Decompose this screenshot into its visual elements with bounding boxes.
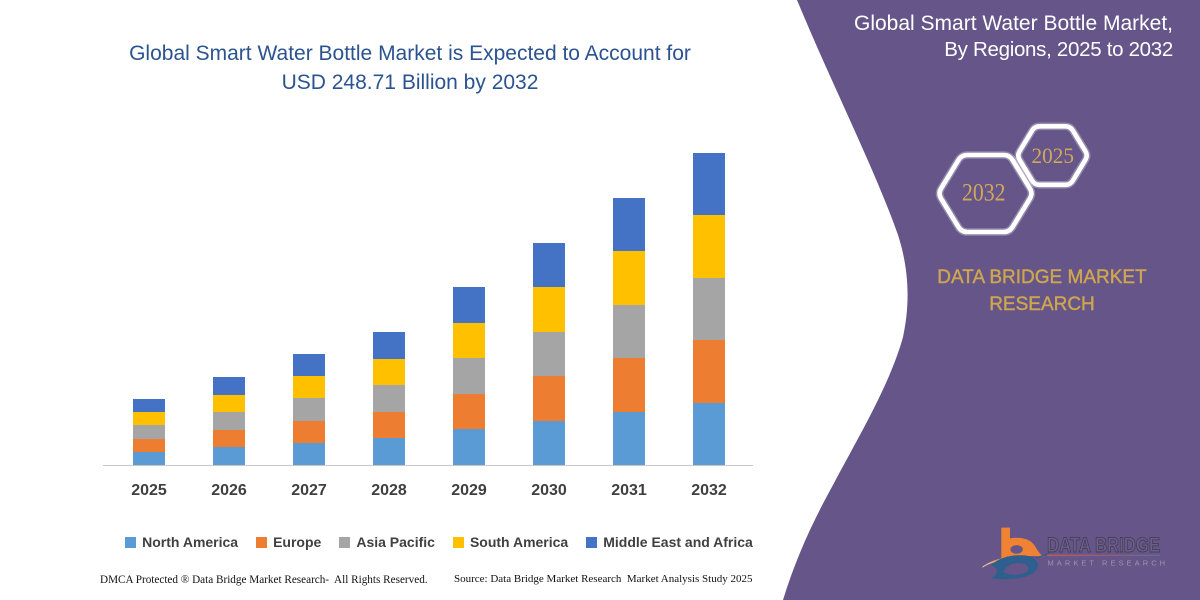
svg-text:2025: 2025 — [1031, 143, 1074, 168]
svg-text:DATA BRIDGE: DATA BRIDGE — [1047, 533, 1160, 557]
svg-text:2032: 2032 — [962, 178, 1006, 207]
svg-text:MARKET RESEARCH: MARKET RESEARCH — [1048, 559, 1169, 568]
